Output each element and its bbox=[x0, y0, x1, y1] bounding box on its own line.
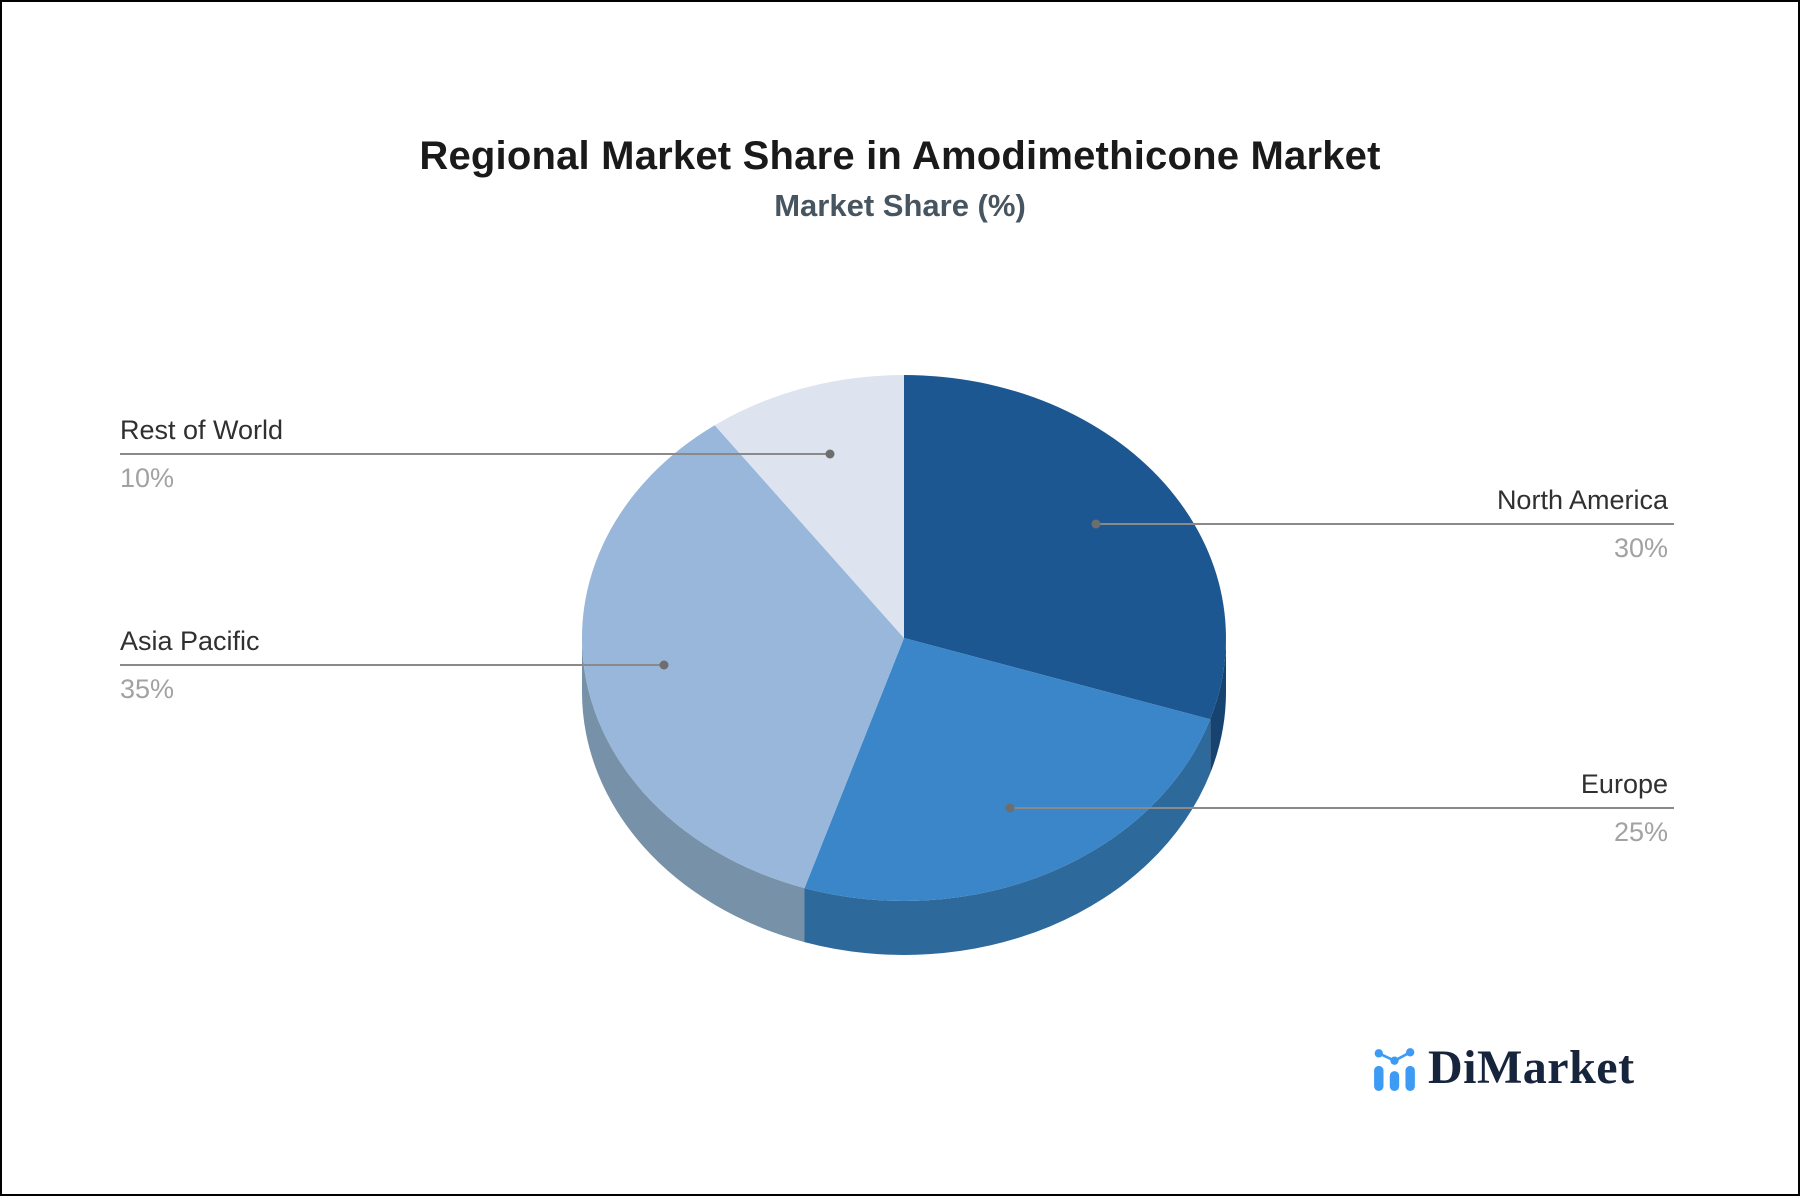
label-asia-pacific: Asia Pacific 35% bbox=[120, 623, 260, 707]
chart-title: Regional Market Share in Amodimethicone … bbox=[419, 134, 1381, 178]
label-asia-pacific-name: Asia Pacific bbox=[120, 626, 260, 656]
label-europe-name: Europe bbox=[1580, 769, 1668, 799]
pie-rim-europe bbox=[804, 719, 1211, 955]
label-europe: Europe 25% bbox=[1581, 766, 1668, 850]
leader-dot-europe bbox=[1005, 803, 1015, 813]
pie-slice-north-america[interactable] bbox=[904, 375, 1226, 720]
label-rest-of-world-name: Rest of World bbox=[120, 415, 284, 445]
label-rest-of-world-pct: 10% bbox=[120, 463, 175, 493]
leader-dot-asia-pacific bbox=[659, 660, 669, 670]
pie-slice-asia-pacific[interactable] bbox=[581, 425, 904, 889]
chart-subtitle: Market Share (%) bbox=[774, 188, 1026, 223]
pie-rim-asia-pacific bbox=[582, 638, 805, 943]
label-north-america-pct: 30% bbox=[1613, 533, 1668, 563]
brand-name: DiMarket bbox=[1428, 1041, 1635, 1094]
pie-rim-north-america bbox=[1210, 638, 1226, 774]
leader-dot-north-america bbox=[1091, 519, 1101, 529]
leader-dot-rest-of-world bbox=[825, 449, 835, 459]
label-north-america: North America 30% bbox=[1497, 482, 1668, 566]
label-rest-of-world: Rest of World 10% bbox=[120, 412, 283, 496]
label-north-america-name: North America bbox=[1496, 485, 1668, 515]
label-europe-pct: 25% bbox=[1613, 817, 1668, 847]
label-asia-pacific-pct: 35% bbox=[120, 674, 175, 704]
brand-logo: DiMarket bbox=[1374, 1042, 1635, 1094]
bar-line-chart-icon bbox=[1374, 1048, 1415, 1091]
pie-slice-europe[interactable] bbox=[804, 638, 1211, 901]
pie-slice-rest-of-world[interactable] bbox=[714, 375, 904, 638]
